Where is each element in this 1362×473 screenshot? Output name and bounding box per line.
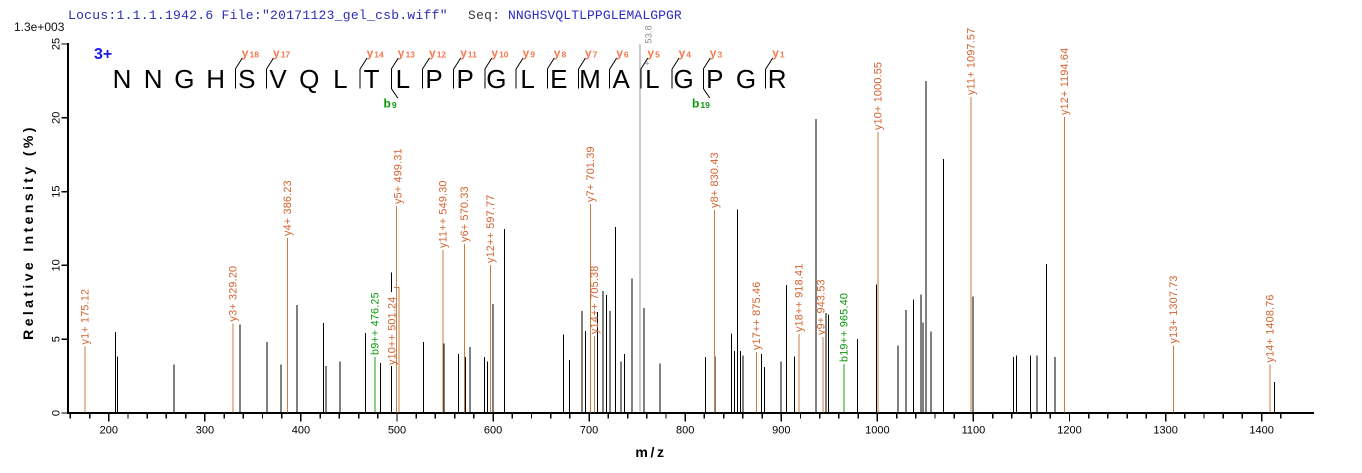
svg-text:1000: 1000 bbox=[865, 425, 889, 437]
svg-text:10: 10 bbox=[51, 259, 63, 271]
svg-text:G: G bbox=[736, 64, 756, 94]
svg-text:P: P bbox=[706, 64, 723, 94]
svg-text:300: 300 bbox=[196, 425, 214, 437]
svg-text:800: 800 bbox=[676, 425, 694, 437]
svg-text:y4+ 386.23: y4+ 386.23 bbox=[282, 180, 294, 236]
svg-text:1100: 1100 bbox=[962, 425, 986, 437]
svg-text:y7: y7 bbox=[585, 46, 598, 60]
svg-text:y9+ 943.53: y9+ 943.53 bbox=[816, 279, 828, 335]
svg-text:y3+ 329.20: y3+ 329.20 bbox=[227, 266, 239, 322]
svg-text:y17++ 875.46: y17++ 875.46 bbox=[751, 282, 763, 350]
svg-text:Q: Q bbox=[299, 64, 319, 94]
svg-text:y11: y11 bbox=[460, 46, 477, 60]
svg-text:Seq:: Seq: bbox=[468, 8, 500, 23]
svg-text:+: + bbox=[645, 59, 650, 69]
svg-text:R: R bbox=[768, 64, 787, 94]
svg-text:V: V bbox=[269, 64, 287, 94]
svg-text:y18: y18 bbox=[242, 46, 259, 60]
svg-text:m/z: m/z bbox=[635, 444, 666, 460]
svg-text:y13+ 1307.73: y13+ 1307.73 bbox=[1168, 275, 1180, 343]
svg-text:53.8: 53.8 bbox=[644, 25, 654, 43]
svg-text:200: 200 bbox=[100, 425, 118, 437]
svg-text:y10++ 501.24: y10++ 501.24 bbox=[387, 297, 399, 365]
svg-text:15: 15 bbox=[51, 185, 63, 197]
svg-text:L: L bbox=[333, 64, 347, 94]
svg-text:L: L bbox=[396, 64, 410, 94]
svg-text:y11++ 549.30: y11++ 549.30 bbox=[438, 180, 450, 248]
svg-text:1.3e+003: 1.3e+003 bbox=[14, 20, 65, 34]
svg-text:L: L bbox=[520, 64, 534, 94]
svg-text:T: T bbox=[364, 64, 380, 94]
svg-text:1200: 1200 bbox=[1057, 425, 1081, 437]
svg-text:y12++ 597.77: y12++ 597.77 bbox=[485, 195, 497, 263]
svg-text:500: 500 bbox=[388, 425, 406, 437]
svg-text:y10+ 1000.55: y10+ 1000.55 bbox=[872, 62, 884, 130]
svg-text:G: G bbox=[486, 64, 506, 94]
svg-text:S: S bbox=[238, 64, 255, 94]
svg-text:y13: y13 bbox=[398, 46, 415, 60]
svg-text:1400: 1400 bbox=[1249, 425, 1273, 437]
svg-text:b19: b19 bbox=[692, 97, 710, 111]
svg-text:700: 700 bbox=[580, 425, 598, 437]
svg-text:E: E bbox=[550, 64, 567, 94]
svg-text:H: H bbox=[206, 64, 225, 94]
svg-text:Relative Intensity (%): Relative Intensity (%) bbox=[20, 124, 36, 340]
svg-text:y14: y14 bbox=[367, 46, 384, 60]
svg-text:A: A bbox=[613, 64, 631, 94]
svg-text:y17: y17 bbox=[273, 46, 290, 60]
svg-text:G: G bbox=[673, 64, 693, 94]
svg-text:900: 900 bbox=[772, 425, 790, 437]
svg-text:L: L bbox=[645, 64, 659, 94]
svg-text:N: N bbox=[113, 64, 132, 94]
svg-text:N: N bbox=[144, 64, 163, 94]
svg-text:5: 5 bbox=[51, 336, 63, 342]
svg-text:y1: y1 bbox=[772, 46, 785, 60]
svg-text:Locus:1.1.1.1942.6 File:"20171: Locus:1.1.1.1942.6 File:"20171123_gel_cs… bbox=[68, 8, 448, 23]
svg-text:0: 0 bbox=[51, 410, 63, 416]
svg-text:y4: y4 bbox=[679, 46, 692, 60]
svg-text:y3: y3 bbox=[710, 46, 723, 60]
svg-text:y8+ 830.43: y8+ 830.43 bbox=[709, 152, 721, 208]
svg-text:3+: 3+ bbox=[94, 46, 112, 63]
svg-text:y8: y8 bbox=[554, 46, 567, 60]
svg-text:y6: y6 bbox=[616, 46, 629, 60]
svg-text:20: 20 bbox=[51, 112, 63, 124]
svg-text:G: G bbox=[174, 64, 194, 94]
svg-text:y9: y9 bbox=[523, 46, 536, 60]
svg-text:y18++ 918.41: y18++ 918.41 bbox=[794, 264, 806, 332]
svg-text:P: P bbox=[425, 64, 442, 94]
svg-text:b19++ 965.40: b19++ 965.40 bbox=[838, 293, 850, 362]
svg-text:25: 25 bbox=[51, 38, 63, 50]
svg-text:y14++ 705.38: y14++ 705.38 bbox=[589, 266, 601, 334]
svg-text:b9++ 476.25: b9++ 476.25 bbox=[370, 292, 382, 355]
svg-text:y10: y10 bbox=[491, 46, 508, 60]
svg-text:y5+ 499.31: y5+ 499.31 bbox=[393, 148, 405, 204]
svg-text:y7+ 701.39: y7+ 701.39 bbox=[585, 146, 597, 202]
svg-text:600: 600 bbox=[484, 425, 502, 437]
svg-text:y6+ 570.33: y6+ 570.33 bbox=[459, 186, 471, 242]
svg-text:y1+ 175.12: y1+ 175.12 bbox=[79, 289, 91, 345]
svg-text:y14+ 1408.76: y14+ 1408.76 bbox=[1265, 294, 1277, 362]
svg-text:NNGHSVQLTLPPGLEMALGPGR: NNGHSVQLTLPPGLEMALGPGR bbox=[508, 8, 682, 23]
svg-text:P: P bbox=[457, 64, 474, 94]
svg-text:y11+ 1097.57: y11+ 1097.57 bbox=[966, 28, 978, 95]
svg-text:M: M bbox=[579, 64, 601, 94]
svg-text:400: 400 bbox=[292, 425, 310, 437]
svg-text:y12: y12 bbox=[429, 46, 446, 60]
svg-text:b9: b9 bbox=[384, 97, 397, 111]
svg-text:y12+ 1194.64: y12+ 1194.64 bbox=[1059, 48, 1071, 115]
svg-text:y5: y5 bbox=[647, 46, 660, 60]
svg-text:1300: 1300 bbox=[1153, 425, 1177, 437]
